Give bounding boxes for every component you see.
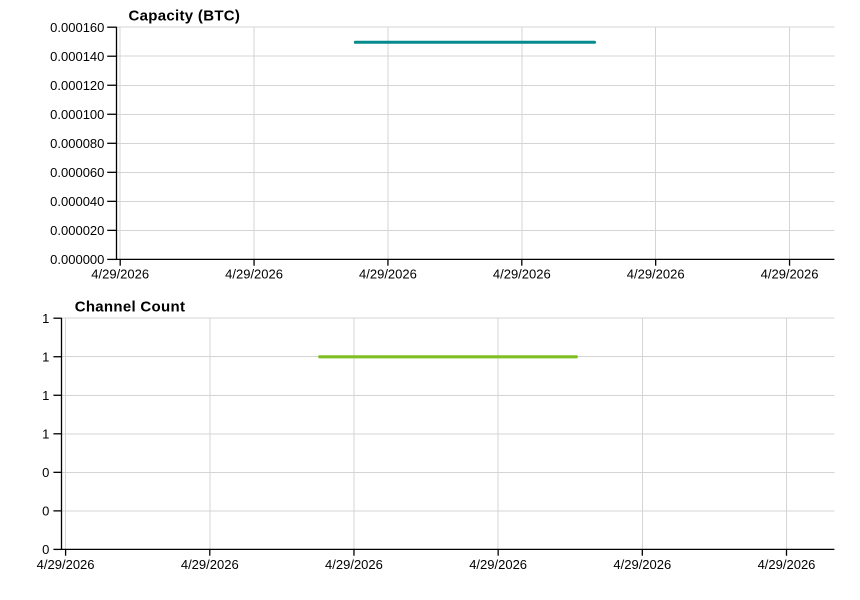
svg-text:Capacity (BTC): Capacity (BTC)	[129, 7, 241, 24]
svg-text:4/29/2026: 4/29/2026	[225, 267, 283, 282]
svg-text:1: 1	[42, 311, 49, 326]
svg-text:0.000040: 0.000040	[50, 194, 104, 209]
svg-text:Channel Count: Channel Count	[75, 298, 186, 315]
svg-text:0.000020: 0.000020	[50, 223, 104, 238]
svg-text:4/29/2026: 4/29/2026	[761, 267, 819, 282]
svg-text:4/29/2026: 4/29/2026	[469, 557, 527, 572]
svg-text:0: 0	[42, 465, 49, 480]
svg-text:0.000140: 0.000140	[50, 49, 104, 64]
svg-text:4/29/2026: 4/29/2026	[627, 267, 685, 282]
svg-text:0.000060: 0.000060	[50, 165, 104, 180]
svg-text:4/29/2026: 4/29/2026	[613, 557, 671, 572]
svg-text:0.000160: 0.000160	[50, 20, 104, 35]
svg-text:4/29/2026: 4/29/2026	[493, 267, 551, 282]
svg-text:4/29/2026: 4/29/2026	[325, 557, 383, 572]
svg-text:4/29/2026: 4/29/2026	[359, 267, 417, 282]
svg-text:4/29/2026: 4/29/2026	[181, 557, 239, 572]
svg-text:0: 0	[42, 504, 49, 519]
svg-text:4/29/2026: 4/29/2026	[91, 267, 149, 282]
svg-text:4/29/2026: 4/29/2026	[37, 557, 95, 572]
svg-text:4/29/2026: 4/29/2026	[758, 557, 816, 572]
svg-text:1: 1	[42, 427, 49, 442]
svg-text:0: 0	[42, 542, 49, 557]
svg-text:1: 1	[42, 349, 49, 364]
svg-text:0.000080: 0.000080	[50, 136, 104, 151]
svg-text:0.000120: 0.000120	[50, 78, 104, 93]
svg-text:0.000100: 0.000100	[50, 107, 104, 122]
svg-text:0.000000: 0.000000	[50, 252, 104, 267]
svg-text:1: 1	[42, 388, 49, 403]
